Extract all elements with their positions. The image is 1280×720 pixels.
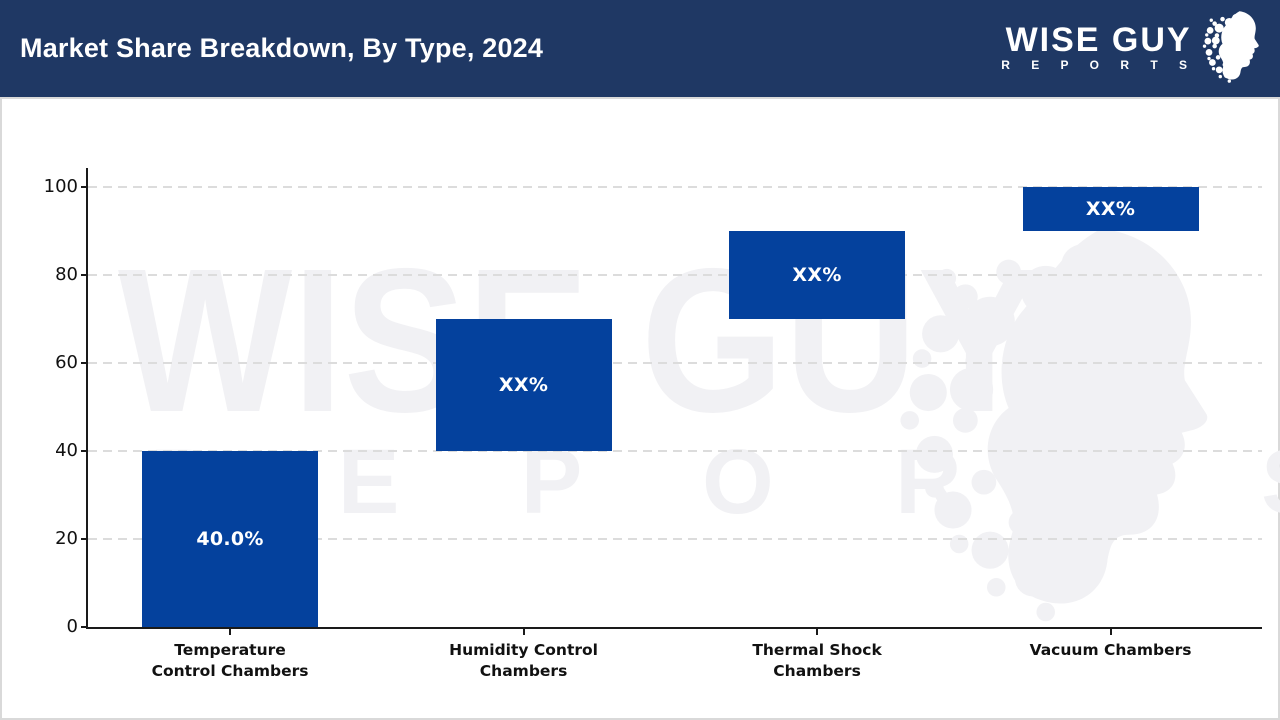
bar: 40.0% — [142, 451, 319, 627]
y-tick-label: 20 — [55, 528, 78, 549]
x-tick-mark — [522, 628, 525, 635]
y-tick-label: 40 — [55, 440, 78, 461]
y-tick-label: 100 — [43, 176, 78, 197]
category-label: Humidity Control Chambers — [377, 640, 671, 682]
category-label: Vacuum Chambers — [964, 640, 1258, 661]
gridline — [88, 538, 1262, 540]
gridline — [88, 450, 1262, 452]
y-tick-label: 0 — [66, 616, 78, 637]
chart-title: Market Share Breakdown, By Type, 2024 — [20, 33, 544, 63]
logo-wordmark: WISE GUY — [1005, 21, 1192, 59]
wise-guy-logo: WISE GUY R E P O R T S — [1001, 8, 1262, 86]
x-tick-mark — [229, 628, 232, 635]
bar-value-label: XX% — [498, 374, 549, 396]
bar: XX% — [729, 231, 906, 319]
category-label-line: Thermal Shock — [752, 641, 882, 659]
category-label-line: Temperature — [174, 641, 286, 659]
x-tick-mark — [816, 628, 819, 635]
bar-value-label: XX% — [792, 264, 842, 286]
y-tick-mark — [81, 538, 88, 540]
bar-value-label: 40.0% — [196, 528, 264, 550]
y-axis-line — [86, 168, 88, 629]
bar: XX% — [1022, 187, 1199, 231]
gridline — [88, 186, 1262, 188]
category-label-line: Control Chambers — [151, 662, 309, 680]
header-bar: Market Share Breakdown, By Type, 2024 WI… — [0, 0, 1280, 97]
category-label-line: Vacuum Chambers — [1029, 641, 1192, 659]
logo-subtitle: R E P O R T S — [1001, 58, 1196, 72]
y-tick-mark — [81, 362, 88, 364]
category-label-line: Chambers — [773, 662, 861, 680]
y-tick-mark — [81, 450, 88, 452]
y-tick-label: 80 — [55, 264, 78, 285]
category-label-line: Chambers — [479, 662, 568, 680]
bar: XX% — [435, 319, 612, 451]
y-tick-mark — [81, 626, 88, 628]
gridline — [88, 274, 1262, 276]
category-label-line: Humidity Control — [449, 641, 598, 659]
y-tick-label: 60 — [55, 352, 78, 373]
x-tick-mark — [1109, 628, 1112, 635]
gridline — [88, 362, 1262, 364]
y-tick-mark — [81, 274, 88, 276]
bar-value-label: XX% — [1085, 198, 1136, 220]
y-tick-mark — [81, 186, 88, 188]
category-label: Thermal Shock Chambers — [670, 640, 964, 682]
category-label: Temperature Control Chambers — [83, 640, 377, 682]
logo-text: WISE GUY R E P O R T S — [1001, 22, 1196, 72]
x-axis-line — [86, 627, 1262, 629]
